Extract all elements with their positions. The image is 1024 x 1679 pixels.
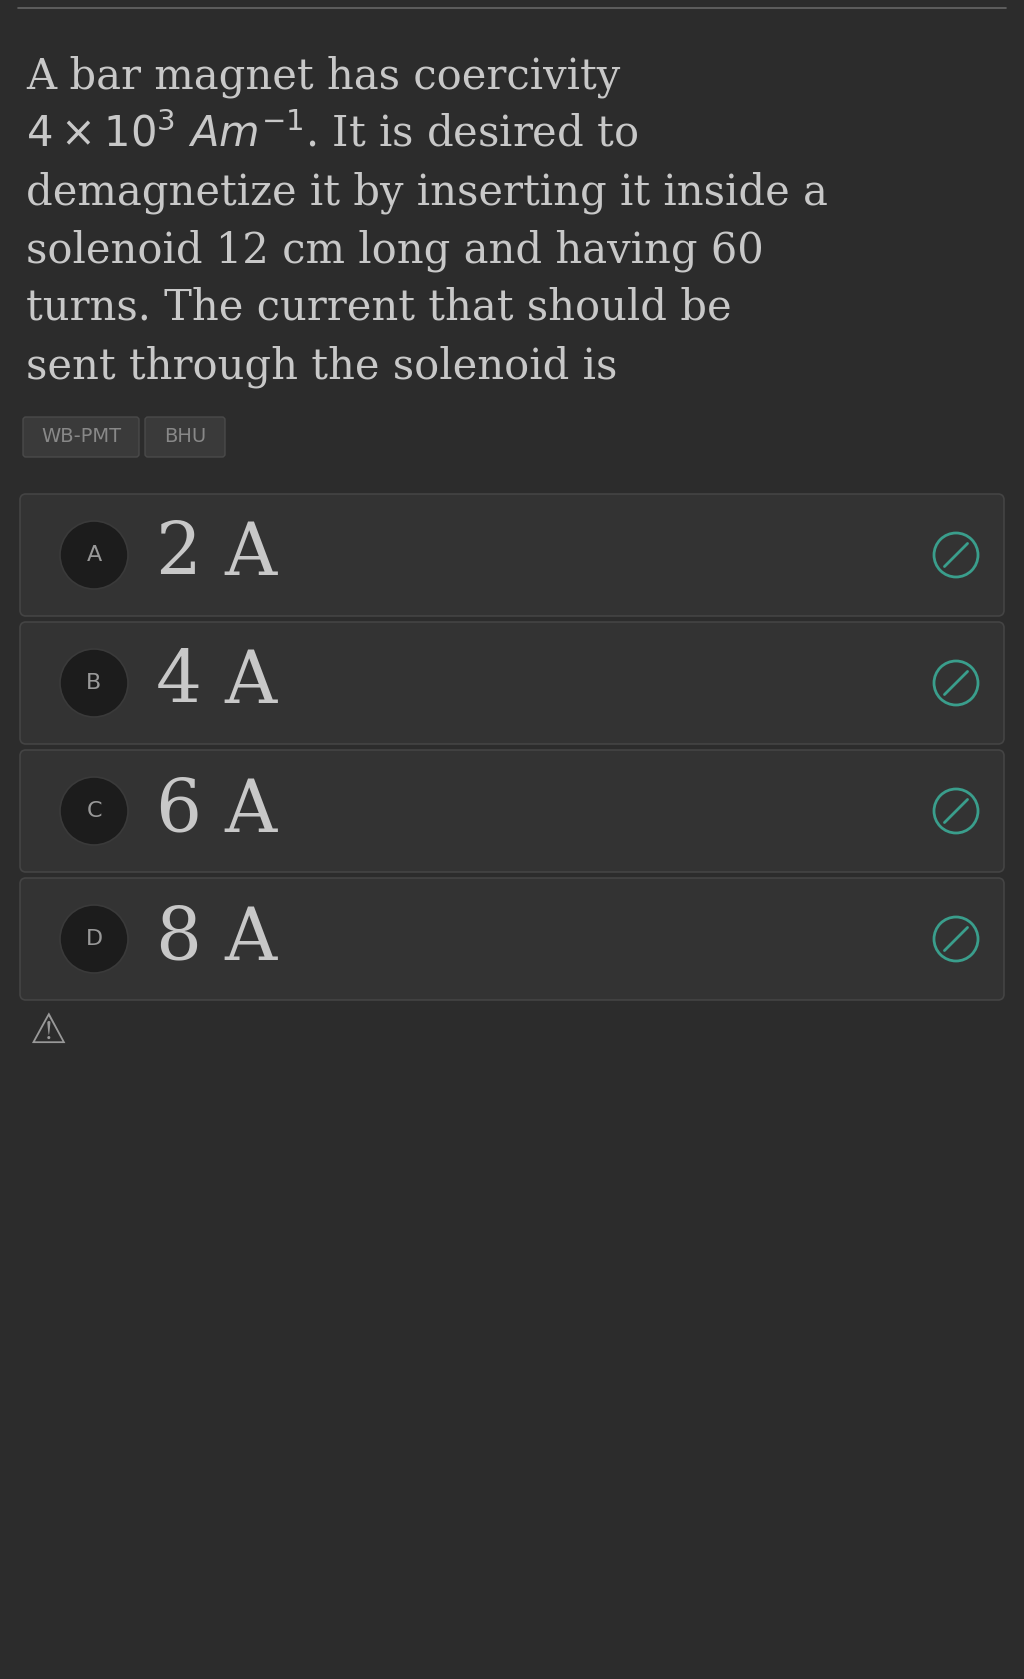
FancyBboxPatch shape bbox=[20, 751, 1004, 871]
Circle shape bbox=[60, 777, 128, 845]
Text: A bar magnet has coercivity: A bar magnet has coercivity bbox=[26, 55, 621, 97]
FancyBboxPatch shape bbox=[23, 416, 139, 457]
Text: 4 A: 4 A bbox=[156, 648, 278, 719]
FancyBboxPatch shape bbox=[20, 878, 1004, 1001]
Text: sent through the solenoid is: sent through the solenoid is bbox=[26, 344, 617, 388]
Circle shape bbox=[60, 905, 128, 974]
Circle shape bbox=[60, 520, 128, 589]
FancyBboxPatch shape bbox=[20, 621, 1004, 744]
Text: BHU: BHU bbox=[164, 428, 206, 447]
Text: A: A bbox=[86, 546, 101, 566]
Text: demagnetize it by inserting it inside a: demagnetize it by inserting it inside a bbox=[26, 171, 827, 213]
Text: D: D bbox=[85, 928, 102, 949]
Text: $4\times10^3\ \mathit{Am}^{-1}$. It is desired to: $4\times10^3\ \mathit{Am}^{-1}$. It is d… bbox=[26, 112, 638, 156]
Circle shape bbox=[60, 650, 128, 717]
Text: 6 A: 6 A bbox=[156, 776, 278, 846]
Text: C: C bbox=[86, 801, 101, 821]
FancyBboxPatch shape bbox=[20, 494, 1004, 616]
FancyBboxPatch shape bbox=[145, 416, 225, 457]
Text: 2 A: 2 A bbox=[156, 520, 278, 591]
Text: B: B bbox=[86, 673, 101, 693]
Text: turns. The current that should be: turns. The current that should be bbox=[26, 287, 731, 329]
Text: ⚠: ⚠ bbox=[30, 1011, 68, 1053]
Text: solenoid 12 cm long and having 60: solenoid 12 cm long and having 60 bbox=[26, 228, 764, 272]
Text: WB-PMT: WB-PMT bbox=[41, 428, 121, 447]
Text: 8 A: 8 A bbox=[156, 903, 278, 974]
